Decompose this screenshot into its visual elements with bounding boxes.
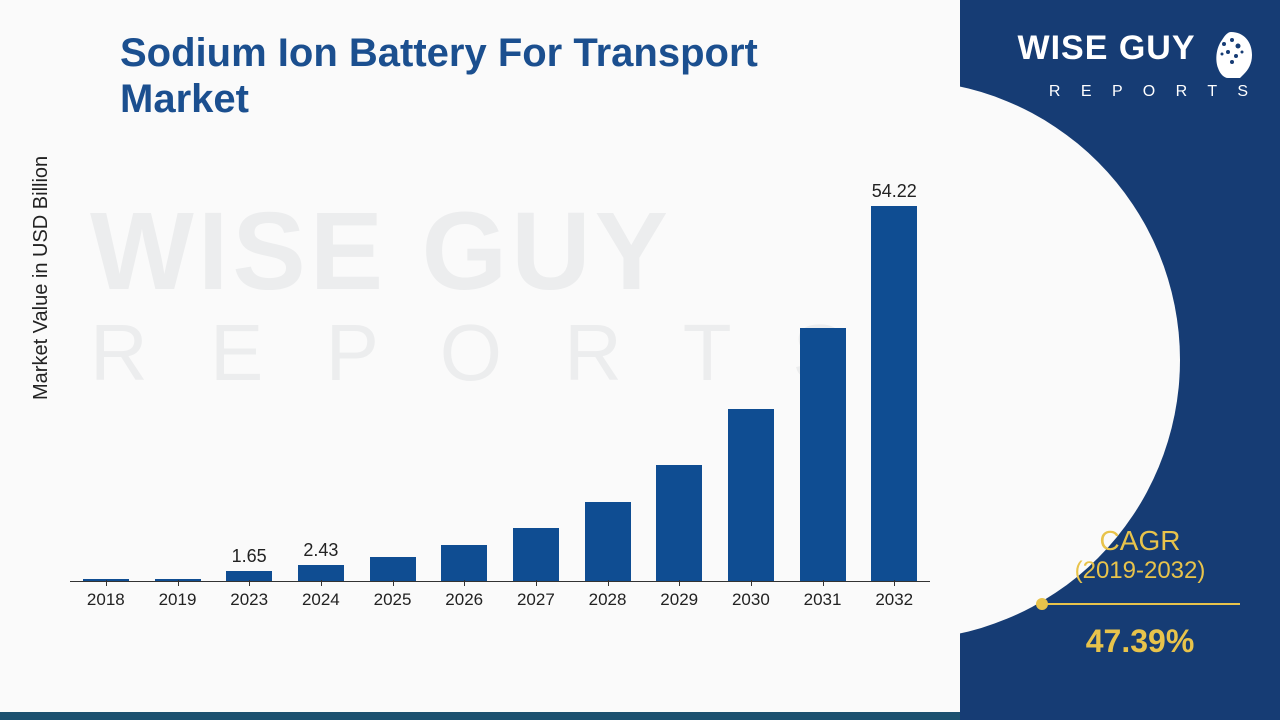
- x-axis-line: [70, 581, 930, 582]
- bar: [513, 528, 559, 582]
- bar-slot: [428, 180, 500, 582]
- bar-value-label: 1.65: [232, 546, 267, 567]
- cagr-value: 47.39%: [1040, 623, 1240, 660]
- main-panel: WISE GUY R E P O R T S Sodium Ion Batter…: [0, 0, 960, 712]
- cagr-period: (2019-2032): [1040, 557, 1240, 585]
- x-tick: 2023: [213, 584, 285, 610]
- bar-value-label: 54.22: [872, 181, 917, 202]
- bar: [585, 502, 631, 582]
- head-icon: [1206, 30, 1256, 80]
- x-tick: 2027: [500, 584, 572, 610]
- bars-container: 1.65 2.43 54.22: [70, 180, 930, 582]
- bar-slot: [142, 180, 214, 582]
- bar-slot: [715, 180, 787, 582]
- x-tick: 2018: [70, 584, 142, 610]
- x-tick: 2029: [643, 584, 715, 610]
- brand-line2: R E P O R T S: [1018, 84, 1256, 100]
- x-tick: 2028: [572, 584, 644, 610]
- bar-value-label: 2.43: [303, 540, 338, 561]
- y-axis-label: Market Value in USD Billion: [30, 156, 53, 400]
- x-tick: 2030: [715, 584, 787, 610]
- cagr-block: CAGR (2019-2032) 47.39%: [1040, 525, 1240, 660]
- bar: [800, 328, 846, 582]
- x-tick: 2031: [787, 584, 859, 610]
- x-tick: 2019: [142, 584, 214, 610]
- cagr-divider: [1040, 603, 1240, 605]
- bar-slot: [357, 180, 429, 582]
- cagr-label: CAGR: [1040, 525, 1240, 557]
- bar: [728, 409, 774, 582]
- brand-line1: WISE GUY: [1018, 29, 1196, 67]
- bar-slot: [787, 180, 859, 582]
- bottom-accent-bar: [0, 712, 960, 720]
- bar-slot: 2.43: [285, 180, 357, 582]
- brand-logo: WISE GUY R E P O R T S: [1018, 30, 1256, 100]
- x-axis: 2018201920232024202520262027202820292030…: [70, 584, 930, 610]
- bar: [441, 545, 487, 582]
- bar: [656, 465, 702, 582]
- x-tick: 2032: [858, 584, 930, 610]
- bar-slot: [572, 180, 644, 582]
- bar-slot: 54.22: [858, 180, 930, 582]
- x-tick: 2026: [428, 584, 500, 610]
- bar-slot: [70, 180, 142, 582]
- bar-slot: [643, 180, 715, 582]
- chart-title: Sodium Ion Battery For Transport Market: [120, 30, 860, 122]
- bar-slot: [500, 180, 572, 582]
- bar-chart: 1.652.4354.22 20182019202320242025202620…: [70, 180, 930, 610]
- bar-slot: 1.65: [213, 180, 285, 582]
- x-tick: 2024: [285, 584, 357, 610]
- bar: [871, 206, 917, 582]
- bar: [370, 557, 416, 582]
- x-tick: 2025: [357, 584, 429, 610]
